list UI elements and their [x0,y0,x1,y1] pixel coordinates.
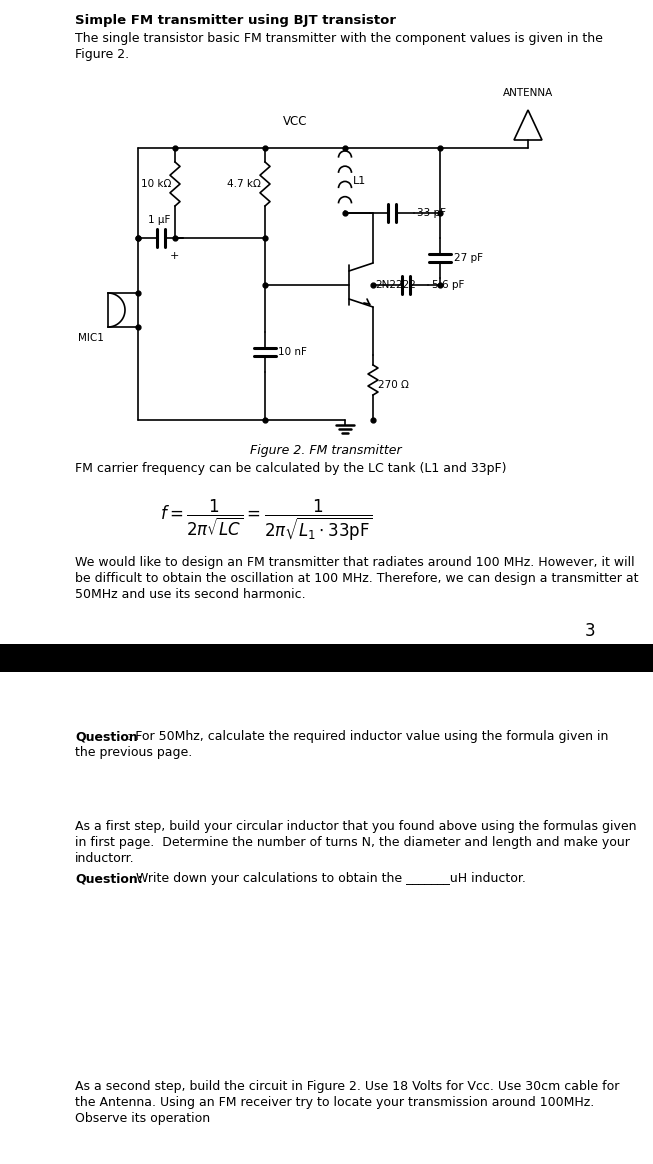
Text: 10 nF: 10 nF [278,347,307,357]
Text: 10 kΩ: 10 kΩ [140,179,171,189]
Text: 3: 3 [584,622,596,640]
Text: The single transistor basic FM transmitter with the component values is given in: The single transistor basic FM transmitt… [75,31,603,45]
Text: L1: L1 [353,176,366,186]
Text: 33 pF: 33 pF [417,208,446,218]
Text: As a second step, build the circuit in Figure 2. Use 18 Volts for Vcc. Use 30cm : As a second step, build the circuit in F… [75,1080,620,1093]
Text: in first page.  Determine the number of turns N, the diameter and length and mak: in first page. Determine the number of t… [75,836,630,849]
Text: 27 pF: 27 pF [454,253,483,263]
Text: 4.7 kΩ: 4.7 kΩ [227,179,261,189]
Text: 1 μF: 1 μF [148,215,170,225]
Text: VCC: VCC [283,115,308,128]
Bar [0,644,653,672]
Text: Question: Question [75,730,138,743]
Text: Write down your calculations to obtain the _______uH inductor.: Write down your calculations to obtain t… [132,872,526,885]
Text: Figure 2. FM transmitter: Figure 2. FM transmitter [250,443,402,457]
Text: Observe its operation: Observe its operation [75,1112,210,1124]
Text: the Antenna. Using an FM receiver try to locate your transmission around 100MHz.: the Antenna. Using an FM receiver try to… [75,1096,594,1109]
Text: 2N2222: 2N2222 [375,281,416,290]
Text: 5.6 pF: 5.6 pF [432,281,464,290]
Text: : For 50Mhz, calculate the required inductor value using the formula given in: : For 50Mhz, calculate the required indu… [127,730,609,743]
Text: Figure 2.: Figure 2. [75,48,129,61]
Text: 270 Ω: 270 Ω [378,379,409,390]
Text: ANTENNA: ANTENNA [503,88,553,98]
Text: +: + [169,251,179,261]
Text: Simple FM transmitter using BJT transistor: Simple FM transmitter using BJT transist… [75,14,396,27]
Text: Question:: Question: [75,872,143,885]
Text: MIC1: MIC1 [78,333,104,343]
Text: FM carrier frequency can be calculated by the LC tank (L1 and 33pF): FM carrier frequency can be calculated b… [75,462,507,475]
Text: inductorr.: inductorr. [75,852,135,865]
Text: We would like to design an FM transmitter that radiates around 100 MHz. However,: We would like to design an FM transmitte… [75,556,635,569]
Text: 50MHz and use its second harmonic.: 50MHz and use its second harmonic. [75,588,306,601]
Text: be difficult to obtain the oscillation at 100 MHz. Therefore, we can design a tr: be difficult to obtain the oscillation a… [75,572,639,585]
Text: As a first step, build your circular inductor that you found above using the for: As a first step, build your circular ind… [75,819,637,833]
Text: the previous page.: the previous page. [75,746,192,759]
Text: $f = \dfrac{1}{2\pi\sqrt{LC}} = \dfrac{1}{2\pi\sqrt{L_1 \cdot 33\mathrm{pF}}}$: $f = \dfrac{1}{2\pi\sqrt{LC}} = \dfrac{1… [160,498,373,544]
